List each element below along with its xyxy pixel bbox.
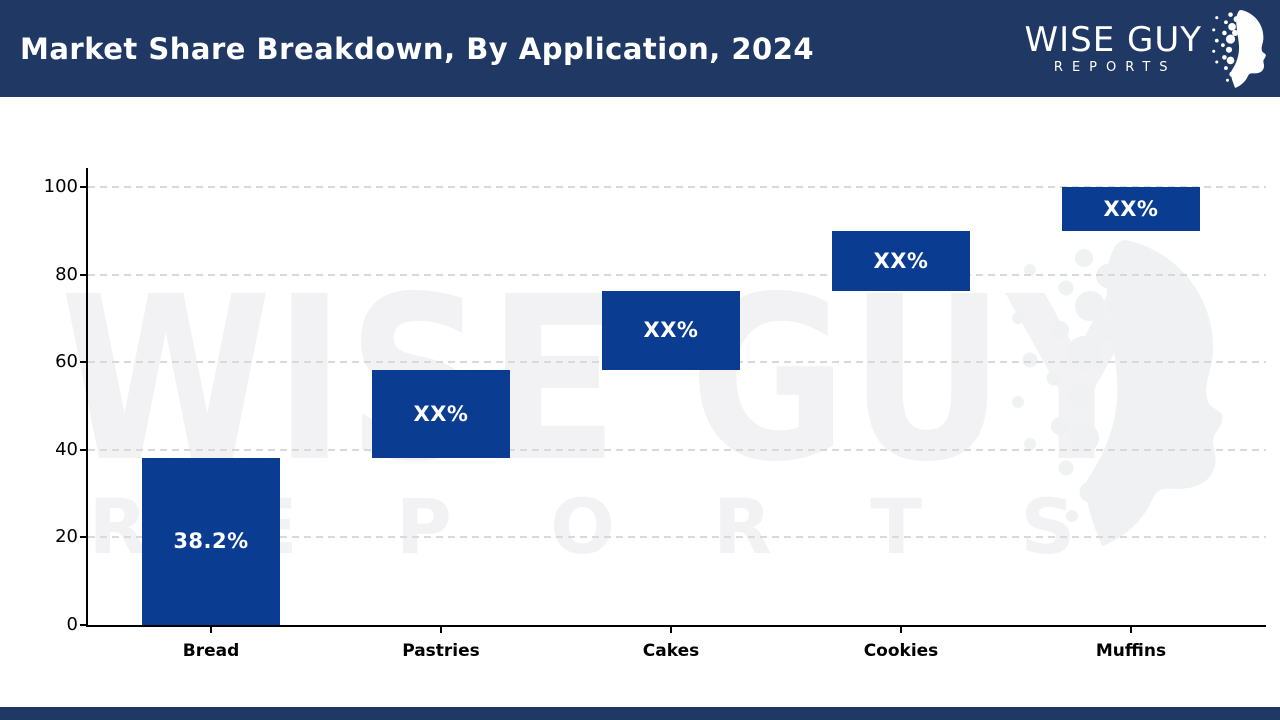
x-tick-mark-cakes	[670, 627, 672, 633]
page-title: Market Share Breakdown, By Application, …	[20, 31, 815, 66]
y-tick-mark-20	[80, 536, 88, 539]
y-tick-mark-100	[80, 186, 88, 188]
gridline-100	[88, 186, 1266, 188]
y-tick-mark-60	[80, 361, 88, 364]
gridline-40	[88, 448, 1266, 451]
bar-label-muffins: XX%	[1103, 196, 1159, 221]
category-label-bread: Bread	[182, 641, 240, 661]
x-axis-line	[86, 625, 1266, 627]
header: Market Share Breakdown, By Application, …	[0, 0, 1280, 97]
y-tick-label-100: 100	[43, 176, 78, 197]
category-label-pastries: Pastries	[402, 641, 480, 661]
category-label-cakes: Cakes	[642, 641, 700, 661]
logo-text: WISE GUY REPORTS	[1024, 23, 1202, 74]
y-tick-label-80: 80	[55, 263, 78, 285]
bar-label-bread: 38.2%	[173, 529, 249, 554]
bar-label-cookies: XX%	[873, 248, 929, 273]
x-tick-mark-bread	[210, 627, 212, 633]
wiseguy-logo: WISE GUY REPORTS	[1024, 7, 1268, 91]
gridline-80	[88, 273, 1266, 276]
y-tick-mark-0	[80, 624, 88, 626]
bar-pastries: XX%	[372, 370, 510, 458]
y-tick-label-0: 0	[66, 614, 78, 635]
y-tick-label-20: 20	[55, 526, 78, 548]
logo-line2: REPORTS	[1053, 60, 1177, 75]
y-tick-label-60: 60	[55, 351, 78, 373]
logo-line1: WISE GUY	[1024, 20, 1202, 60]
category-label-cookies: Cookies	[863, 641, 939, 661]
bar-cakes: XX%	[602, 290, 740, 371]
bar-label-pastries: XX%	[413, 401, 469, 426]
x-tick-mark-muffins	[1130, 627, 1132, 633]
bar-bread: 38.2%	[142, 457, 280, 625]
y-tick-label-40: 40	[55, 438, 78, 460]
bar-muffins: XX%	[1062, 187, 1200, 231]
y-axis-line	[86, 168, 88, 627]
bar-cookies: XX%	[832, 230, 970, 291]
y-tick-mark-40	[80, 448, 88, 451]
x-tick-mark-cookies	[900, 627, 902, 633]
wiseguy-face-icon	[1190, 7, 1268, 91]
bar-label-cakes: XX%	[643, 318, 699, 343]
x-tick-mark-pastries	[440, 627, 442, 633]
footer-bar	[0, 707, 1280, 720]
gridline-20	[88, 536, 1266, 539]
category-label-muffins: Muffins	[1095, 641, 1167, 661]
y-tick-mark-80	[80, 273, 88, 276]
